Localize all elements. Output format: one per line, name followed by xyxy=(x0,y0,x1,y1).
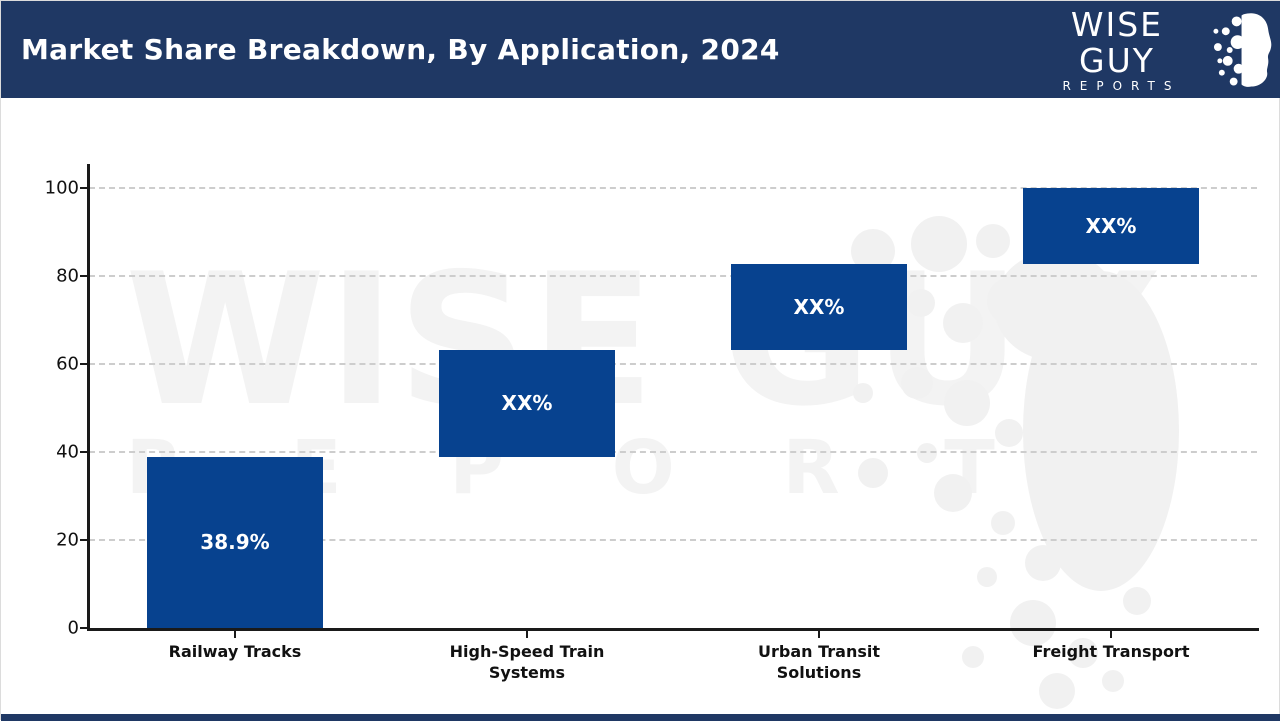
y-axis-tick-label: 100 xyxy=(44,177,79,199)
logo-text: WISE GUY REPORTS xyxy=(1028,5,1206,94)
bar-value-label: XX% xyxy=(793,294,845,319)
x-axis-category-label: Freight Transport xyxy=(1032,642,1190,661)
gridline-60 xyxy=(89,363,1257,365)
bar-value-label: 38.9% xyxy=(200,530,270,555)
x-axis-category-label: High-Speed Train Systems xyxy=(449,642,605,682)
x-axis-tick-mark xyxy=(526,631,528,638)
y-axis-tick-label: 60 xyxy=(56,353,79,375)
bar-value-label: XX% xyxy=(1085,213,1137,238)
y-axis-tick-mark xyxy=(80,275,87,277)
bar-urban-transit-solutions xyxy=(731,263,907,350)
wiseguy-logo: WISE GUY REPORTS xyxy=(1028,5,1273,95)
gridline-80 xyxy=(89,275,1257,277)
x-axis-tick-mark xyxy=(234,631,236,638)
wiseguy-head-icon xyxy=(1213,13,1272,87)
x-axis-tick-mark xyxy=(818,631,820,638)
logo-wiseguy-label: WISE GUY xyxy=(1070,5,1164,80)
header-bar: Market Share Breakdown, By Application, … xyxy=(1,1,1280,98)
bar-high-speed-train-systems xyxy=(439,349,615,457)
bar-freight-transport xyxy=(1023,188,1199,264)
gridline-40 xyxy=(89,451,1257,453)
x-axis-line xyxy=(87,628,1259,631)
bar-railway-tracks xyxy=(147,456,323,628)
y-axis-tick-mark xyxy=(80,451,87,453)
gridline-20 xyxy=(89,539,1257,541)
x-axis-tick-mark xyxy=(1110,631,1112,638)
y-axis-tick-label: 40 xyxy=(56,441,79,463)
y-axis-tick-mark xyxy=(80,363,87,365)
x-axis-category-label: Railway Tracks xyxy=(168,642,302,661)
y-axis-tick-label: 80 xyxy=(56,265,79,287)
y-axis-tick-mark xyxy=(80,187,87,189)
y-axis-tick-label: 20 xyxy=(56,529,79,551)
bar-value-label: XX% xyxy=(501,391,553,416)
y-axis-tick-label: 0 xyxy=(67,617,79,639)
y-axis-line xyxy=(87,164,90,631)
x-axis-category-label: Urban Transit Solutions xyxy=(758,642,880,682)
y-axis-tick-mark xyxy=(80,627,87,629)
gridline-100 xyxy=(89,187,1257,189)
footer-bar xyxy=(1,714,1280,721)
bar-chart-plot-area: 0 20 40 60 80 100 38.9% Railway Tracks XX% High-S… xyxy=(1,98,1280,714)
y-axis-tick-mark xyxy=(80,539,87,541)
page-title: Market Share Breakdown, By Application, … xyxy=(21,33,780,66)
logo-reports-label: REPORTS xyxy=(1062,79,1181,93)
